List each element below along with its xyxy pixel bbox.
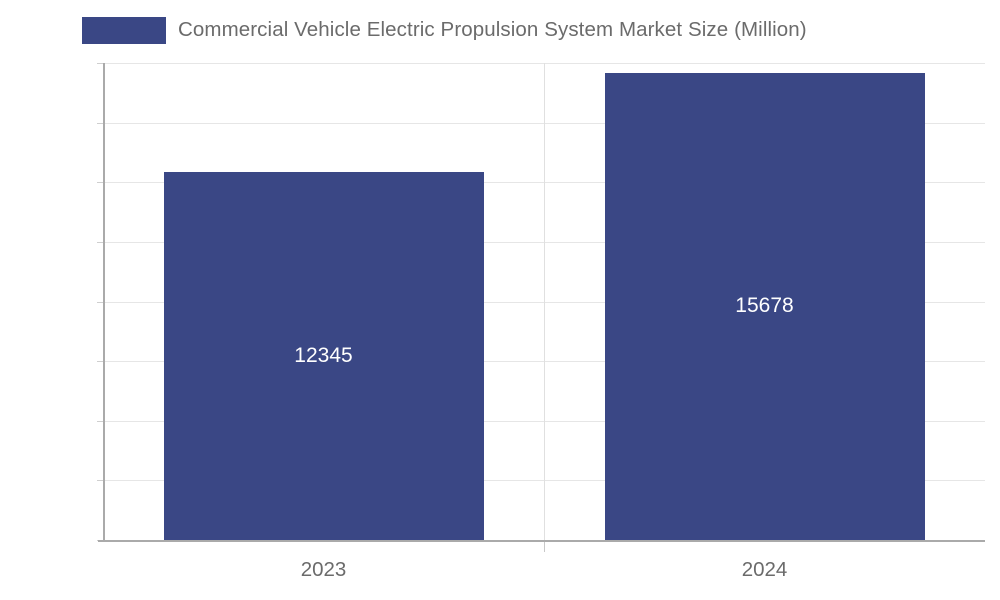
x-axis-line	[98, 540, 985, 542]
plot-area: 0200040006000800010000120001400016000 20…	[97, 63, 985, 581]
legend-item-label[interactable]: Commercial Vehicle Electric Propulsion S…	[178, 18, 807, 41]
bar[interactable]: 12345	[163, 171, 484, 540]
x-axis-tick-label: 2023	[300, 558, 347, 581]
legend-color-swatch	[82, 16, 166, 44]
bar-value-label: 12345	[294, 343, 353, 367]
gridline-vertical	[544, 63, 545, 540]
x-axis-tick-label: 2024	[741, 558, 788, 581]
bar-value-label: 15678	[735, 294, 794, 318]
y-tick-mark	[97, 122, 103, 124]
y-tick-mark	[97, 63, 103, 64]
x-tick-mark	[544, 542, 545, 552]
y-tick-mark	[97, 182, 103, 184]
y-axis-line	[103, 63, 105, 542]
chart-legend[interactable]: Commercial Vehicle Electric Propulsion S…	[82, 15, 807, 45]
y-tick-mark	[97, 361, 103, 363]
y-tick-mark	[97, 420, 103, 422]
y-tick-mark	[97, 301, 103, 303]
y-tick-mark	[97, 480, 103, 482]
bar[interactable]: 15678	[604, 72, 925, 540]
y-tick-mark	[97, 241, 103, 243]
